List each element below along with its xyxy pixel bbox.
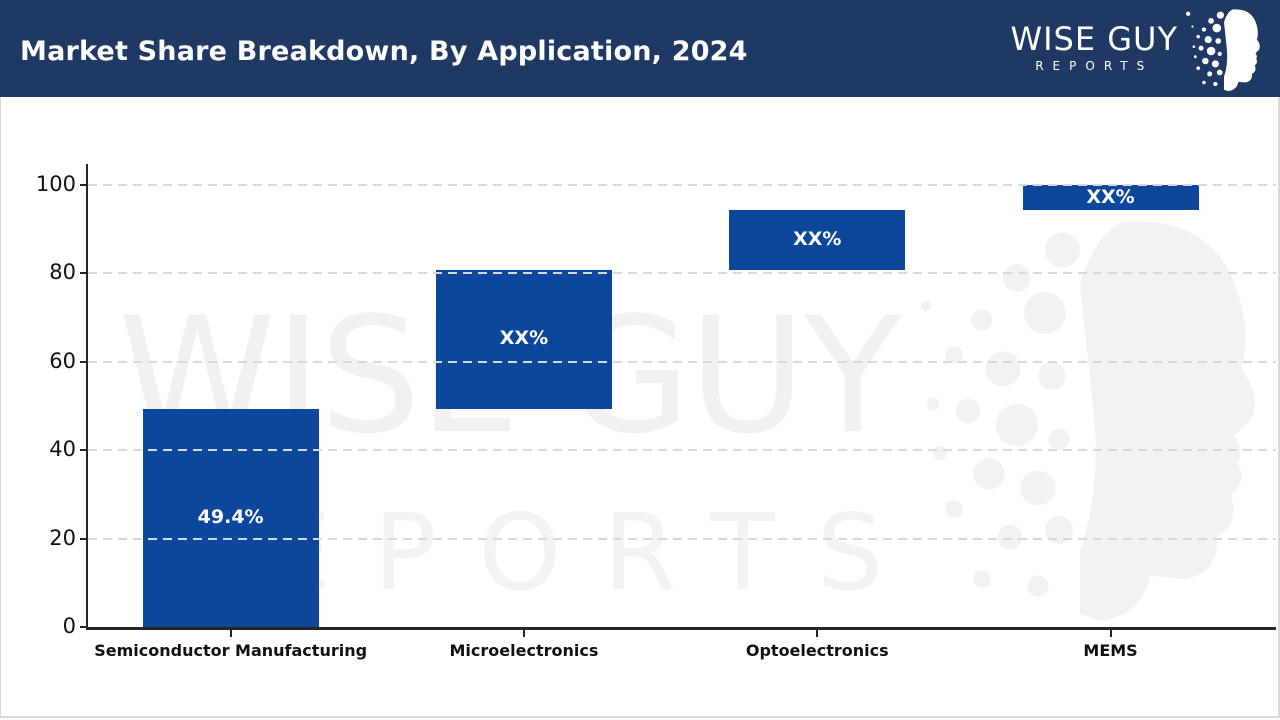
category-label: Microelectronics — [449, 641, 599, 660]
y-tick-label-0: 0 — [62, 614, 76, 638]
bar-value-label: XX% — [499, 327, 549, 350]
bar-value-label: 49.4% — [197, 505, 264, 528]
bar-mems — [1022, 185, 1199, 211]
y-tick-100 — [80, 184, 87, 186]
x-tick-3 — [1109, 630, 1112, 637]
bar-microelectronics — [435, 270, 612, 409]
y-tick-40 — [80, 449, 87, 452]
y-tick-label-100: 100 — [35, 172, 76, 196]
brand-logo: WISE GUY REPORTS — [1010, 4, 1266, 94]
page-border-bottom — [0, 716, 1280, 718]
gridline-60 — [88, 360, 1276, 363]
category-label: MEMS — [1083, 641, 1138, 660]
y-tick-80 — [80, 272, 87, 275]
gridline-40 — [88, 449, 1276, 452]
page-title: Market Share Breakdown, By Application, … — [20, 36, 748, 67]
gridline-100 — [88, 184, 1276, 186]
y-tick-60 — [80, 360, 87, 363]
y-tick-0 — [80, 626, 87, 628]
header-bar: Market Share Breakdown, By Application, … — [0, 0, 1280, 97]
gridline-20 — [88, 537, 1276, 540]
y-tick-label-40: 40 — [49, 437, 76, 462]
category-label: Semiconductor Manufacturing — [94, 641, 368, 660]
page-border-left — [0, 97, 1, 718]
x-axis-line — [86, 627, 1276, 630]
watermark-dotted-head-icon — [880, 215, 1280, 635]
category-label: Optoelectronics — [745, 641, 889, 660]
y-tick-20 — [80, 537, 87, 540]
x-tick-0 — [229, 630, 232, 637]
brand-name: WISE GUY — [1010, 20, 1178, 58]
y-tick-label-80: 80 — [49, 260, 76, 285]
gridline-80 — [88, 272, 1276, 275]
market-share-chart: 0 20 40 60 80 100 49.4% Semiconductor Manufactu… — [0, 97, 1280, 717]
y-tick-label-60: 60 — [49, 348, 76, 373]
dotted-head-icon — [1182, 8, 1266, 94]
bar-value-label: XX% — [793, 228, 842, 251]
y-tick-label-20: 20 — [49, 525, 76, 550]
brand-logo-text: WISE GUY REPORTS — [1010, 22, 1178, 73]
brand-subname: REPORTS — [1035, 59, 1154, 73]
bar-semiconductor-manufacturing — [142, 408, 319, 627]
x-tick-1 — [522, 630, 525, 637]
x-tick-2 — [816, 630, 819, 637]
bar-value-label: XX% — [1086, 185, 1135, 208]
y-axis-line — [86, 164, 88, 629]
page-border-right — [1278, 97, 1280, 718]
bar-optoelectronics — [729, 210, 906, 271]
